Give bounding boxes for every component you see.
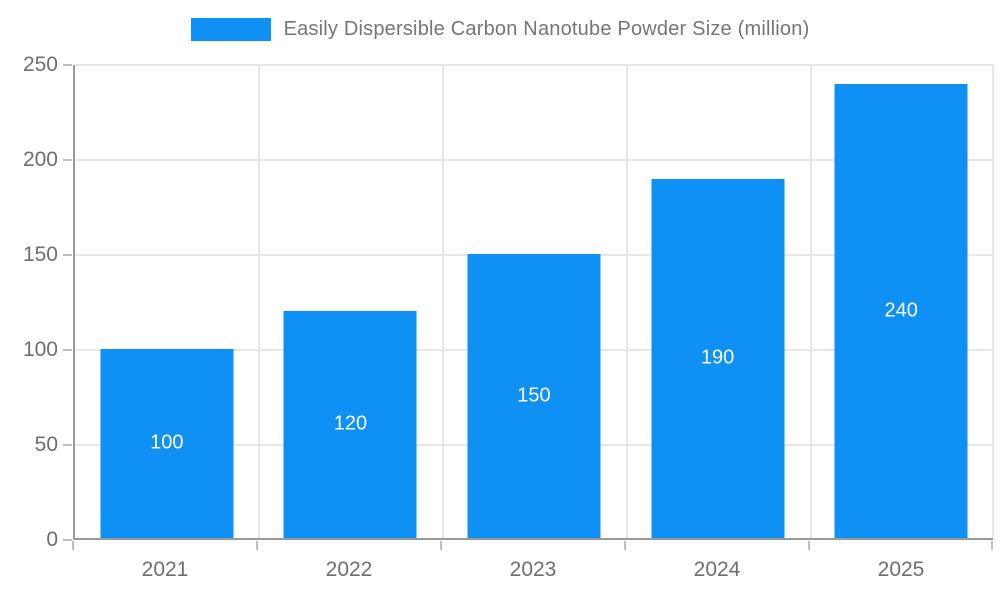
y-axis-tick-label: 100: [22, 338, 58, 361]
x-axis-label: 2022: [325, 558, 373, 581]
legend-label: Easily Dispersible Carbon Nanotube Powde…: [283, 18, 810, 40]
bar-slot: 100: [75, 65, 259, 538]
bar-slot: 150: [442, 65, 626, 538]
x-axis-tick: [440, 541, 442, 550]
gridline-horizontal: [75, 64, 993, 66]
gridline-vertical: [626, 65, 628, 538]
gridline-vertical: [442, 65, 444, 538]
gridline-vertical: [992, 65, 994, 538]
x-axis-tick: [72, 541, 74, 550]
x-axis-label: 2025: [877, 558, 925, 581]
x-axis-tick: [991, 541, 993, 550]
bar-slot: 120: [259, 65, 443, 538]
x-axis-labels: 2021 2022 2023 2024 2025: [73, 558, 993, 582]
x-axis-label: 2021: [141, 558, 189, 581]
bar-value-label: 240: [884, 299, 918, 322]
legend-swatch[interactable]: [190, 18, 271, 41]
gridline-vertical: [258, 65, 260, 538]
y-axis-tick-label: 200: [22, 148, 58, 171]
bar-slot: 190: [626, 65, 810, 538]
y-axis-tick-label: 250: [22, 53, 58, 76]
x-axis-tick: [624, 541, 626, 550]
bar-2024[interactable]: 190: [651, 178, 785, 538]
bar-value-label: 190: [700, 346, 735, 369]
y-axis-tick-label: 50: [34, 433, 58, 456]
bar-value-label: 150: [517, 384, 551, 407]
bar-2023[interactable]: 150: [467, 254, 601, 538]
x-axis-tick: [256, 541, 258, 550]
bar-2025[interactable]: 240: [834, 83, 968, 538]
x-axis-label: 2024: [693, 558, 741, 581]
bar-series: 100 120 150 190 240: [75, 65, 993, 538]
plot-area: 100 120 150 190 240: [73, 64, 994, 540]
bar-2021[interactable]: 100: [100, 348, 234, 538]
bar-slot: 240: [809, 65, 993, 538]
legend[interactable]: Easily Dispersible Carbon Nanotube Powde…: [0, 18, 1000, 41]
x-axis-label: 2023: [509, 558, 557, 581]
bar-2022[interactable]: 120: [283, 310, 417, 538]
y-axis-tick-label: 0: [46, 528, 58, 551]
gridline-horizontal: [75, 159, 993, 161]
x-axis-tick: [808, 541, 810, 550]
y-axis-tick: [63, 349, 72, 351]
y-axis-tick: [63, 64, 72, 66]
y-axis-tick-label: 150: [22, 243, 58, 266]
y-axis-tick: [63, 539, 72, 541]
y-axis-tick: [63, 159, 72, 161]
gridline-vertical: [810, 65, 812, 538]
y-axis-tick: [63, 254, 72, 256]
bar-value-label: 120: [333, 412, 368, 435]
y-axis-tick: [63, 444, 72, 446]
bar-value-label: 100: [150, 431, 184, 454]
